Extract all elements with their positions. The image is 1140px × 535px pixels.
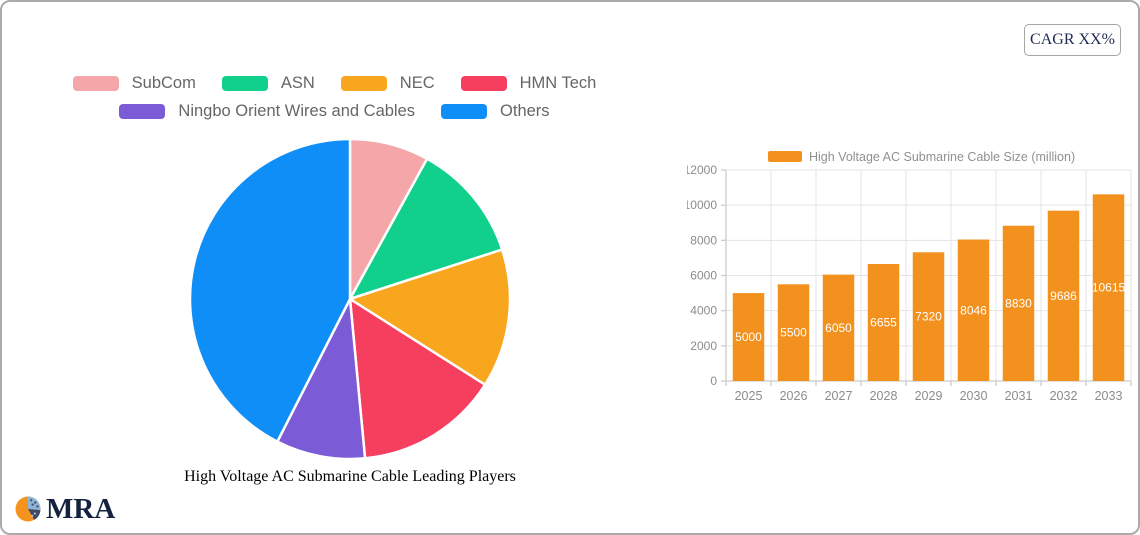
legend-swatch-subcom (72, 76, 119, 91)
pie-legend-row: Ningbo Orient Wires and Cables Others (57, 102, 612, 121)
y-tick-label: 8000 (690, 233, 717, 247)
logo-text: MRA (46, 492, 116, 525)
y-tick-label: 10000 (687, 198, 717, 212)
legend-swatch-others (441, 104, 488, 119)
bar-2028 (867, 263, 900, 381)
legend-swatch-ningbo-orient-wires-and-cables (119, 104, 166, 119)
bar-value-label: 8830 (1005, 296, 1032, 310)
bar-2032 (1047, 210, 1080, 381)
x-tick-label: 2032 (1050, 389, 1078, 403)
legend-item-hmn-tech[interactable]: HMN Tech (460, 74, 597, 93)
legend-item-asn[interactable]: ASN (221, 74, 315, 93)
bar-2029 (912, 252, 945, 381)
pie-slice-ningbo-orient-wires-and-cables (276, 297, 367, 461)
y-tick-label: 12000 (687, 163, 717, 177)
pie-legend: SubCom ASN NEC HMN Tech Ningbo Orient Wires … (57, 74, 612, 121)
legend-label: SubCom (131, 74, 196, 92)
pie-chart (188, 137, 512, 461)
bar-legend-label[interactable]: High Voltage AC Submarine Cable Size (mi… (809, 150, 1075, 164)
legend-label: ASN (280, 74, 315, 92)
legend-label: Others (500, 102, 550, 120)
logo-pie-icon (15, 496, 41, 522)
legend-label: NEC (399, 74, 435, 92)
legend-item-ningbo-orient-wires-and-cables[interactable]: Ningbo Orient Wires and Cables (119, 102, 415, 121)
bar-2033 (1092, 194, 1125, 381)
legend-item-nec[interactable]: NEC (340, 74, 435, 93)
pie-slice-nec (348, 248, 512, 386)
x-tick-label: 2033 (1095, 389, 1123, 403)
y-tick-label: 2000 (690, 339, 717, 353)
pie-slice-others (188, 137, 352, 443)
legend-item-subcom[interactable]: SubCom (72, 74, 196, 93)
bar-value-label: 10615 (1092, 281, 1126, 295)
x-tick-label: 2031 (1005, 389, 1033, 403)
bar-value-label: 5500 (780, 326, 807, 340)
bar-chart: 0 2000 4000 6000 8000 10000 12000 5000 2025 5500 2… (687, 150, 1132, 403)
x-tick-label: 2030 (960, 389, 988, 403)
legend-item-others[interactable]: Others (441, 102, 550, 121)
legend-swatch-hmn-tech (460, 76, 507, 91)
bar-2025 (732, 293, 765, 381)
bar-2026 (777, 284, 810, 381)
x-tick-label: 2028 (870, 389, 898, 403)
legend-label: HMN Tech (519, 74, 597, 92)
bar-value-label: 7320 (915, 310, 942, 324)
pie-slice-hmn-tech (348, 297, 487, 460)
pie-title: High Voltage AC Submarine Cable Leading … (184, 468, 516, 485)
bar-value-label: 6050 (825, 321, 852, 335)
bar-value-label: 9686 (1050, 289, 1077, 303)
y-tick-label: 4000 (690, 304, 717, 318)
bar-value-label: 6655 (870, 315, 897, 329)
x-tick-label: 2026 (780, 389, 808, 403)
bar-legend-swatch (768, 151, 802, 162)
bar-2031 (1002, 225, 1035, 381)
x-tick-label: 2027 (825, 389, 853, 403)
x-tick-label: 2029 (915, 389, 943, 403)
legend-label: Ningbo Orient Wires and Cables (178, 102, 416, 120)
brand-logo: MRA (14, 494, 115, 524)
bar-2030 (957, 239, 990, 381)
bar-2027 (822, 274, 855, 381)
bar-value-label: 5000 (735, 330, 762, 344)
y-tick-label: 6000 (690, 269, 717, 283)
legend-swatch-nec (340, 76, 387, 91)
bar-value-label: 8046 (960, 303, 987, 317)
pie-legend-row: SubCom ASN NEC HMN Tech (57, 74, 612, 93)
cagr-button[interactable]: CAGR XX% (1024, 24, 1121, 56)
pie-slice-asn (348, 157, 504, 301)
y-tick-label: 0 (710, 374, 717, 388)
x-tick-label: 2025 (735, 389, 763, 403)
legend-swatch-asn (221, 76, 268, 91)
